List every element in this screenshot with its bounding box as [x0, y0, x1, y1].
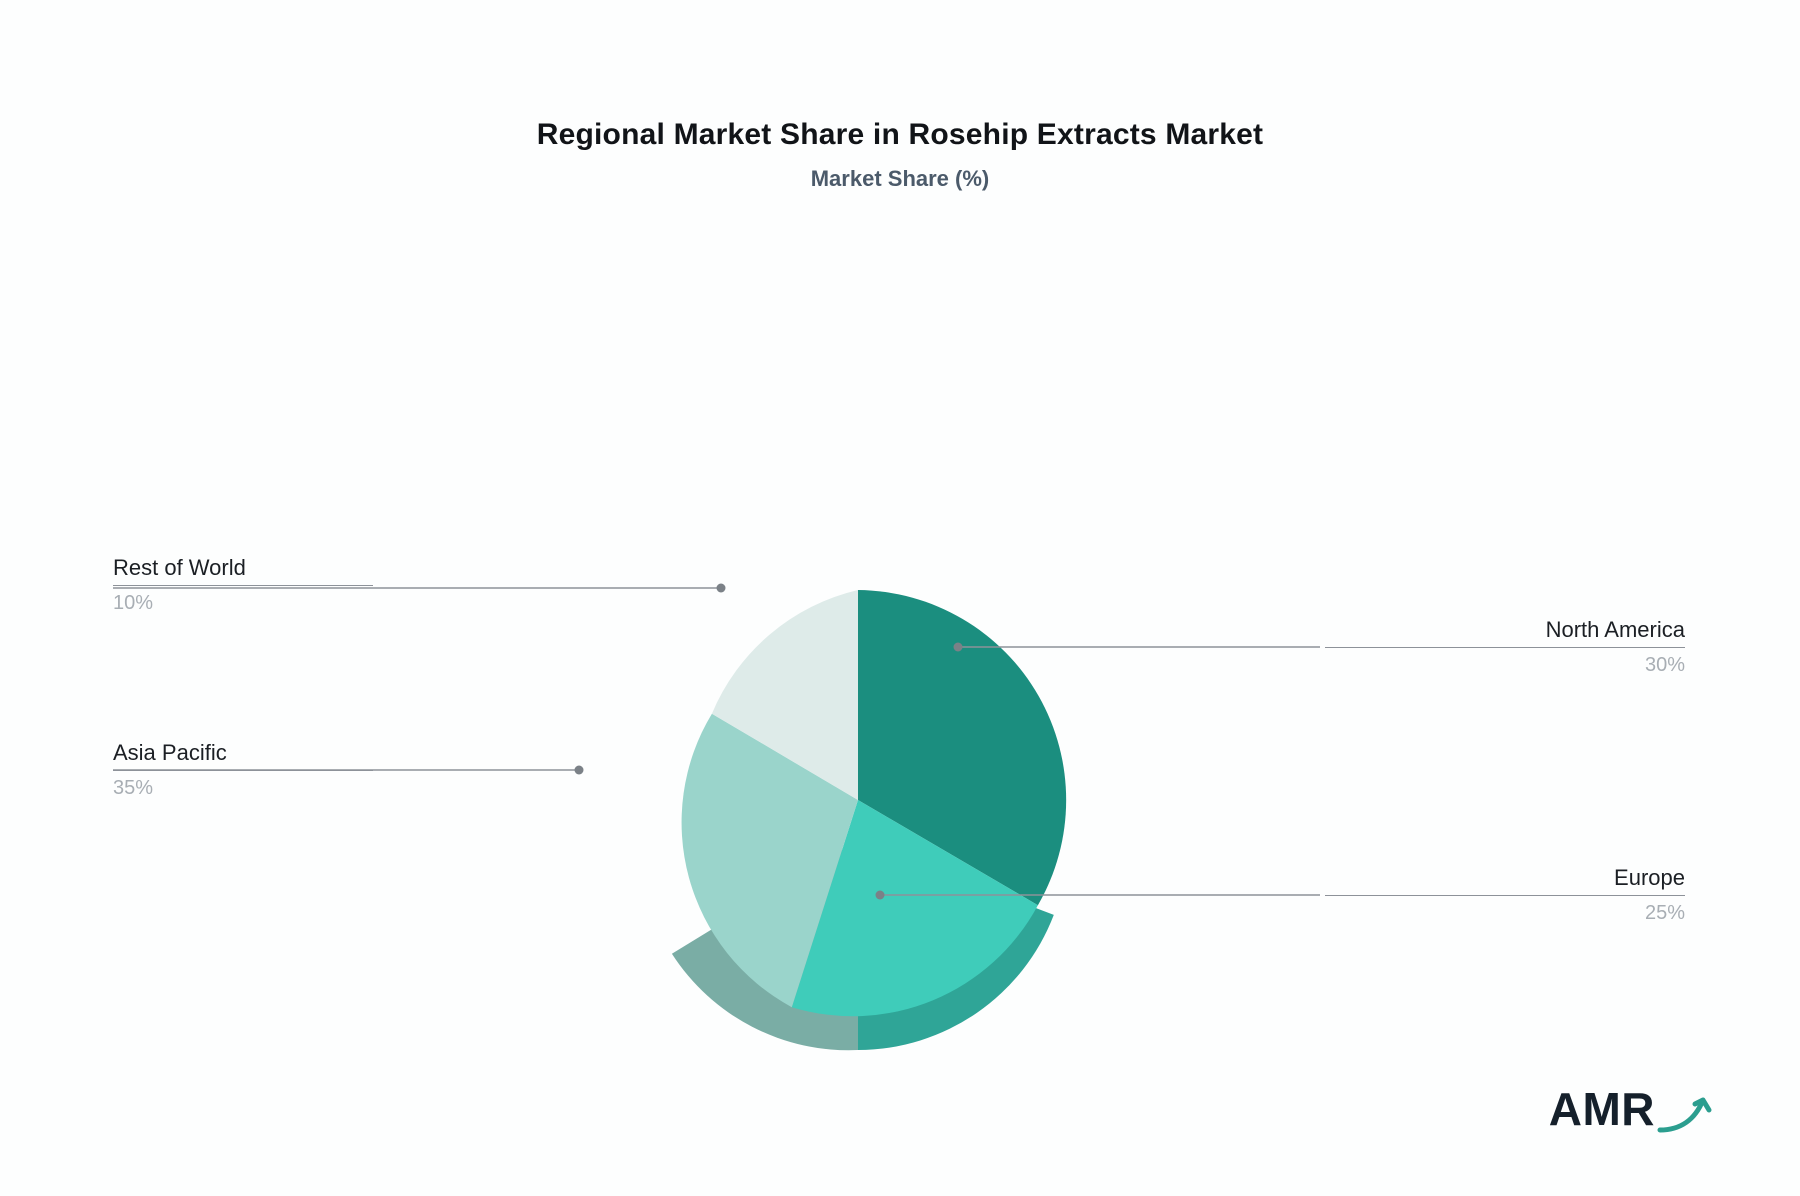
chart-area: Rest of World 10% Asia Pacific 35% North… [0, 192, 1800, 1092]
chart-title: Regional Market Share in Rosehip Extract… [0, 118, 1800, 152]
amr-logo: AMR [1549, 1082, 1725, 1136]
amr-logo-text: AMR [1549, 1082, 1655, 1136]
callout-rest-of-world[interactable]: Rest of World 10% [113, 555, 373, 615]
leader-dot-north-america [954, 643, 963, 652]
amr-logo-arrow-icon [1655, 1090, 1725, 1136]
callout-asia-pacific[interactable]: Asia Pacific 35% [113, 740, 373, 800]
leader-dot-europe [876, 891, 885, 900]
chart-header: Regional Market Share in Rosehip Extract… [0, 0, 1800, 192]
leader-dot-rest-of-world [717, 584, 726, 593]
callout-north-america[interactable]: North America 30% [1325, 617, 1685, 677]
callout-europe[interactable]: Europe 25% [1325, 865, 1685, 925]
leader-dot-asia-pacific [575, 766, 584, 775]
chart-subtitle: Market Share (%) [0, 166, 1800, 192]
